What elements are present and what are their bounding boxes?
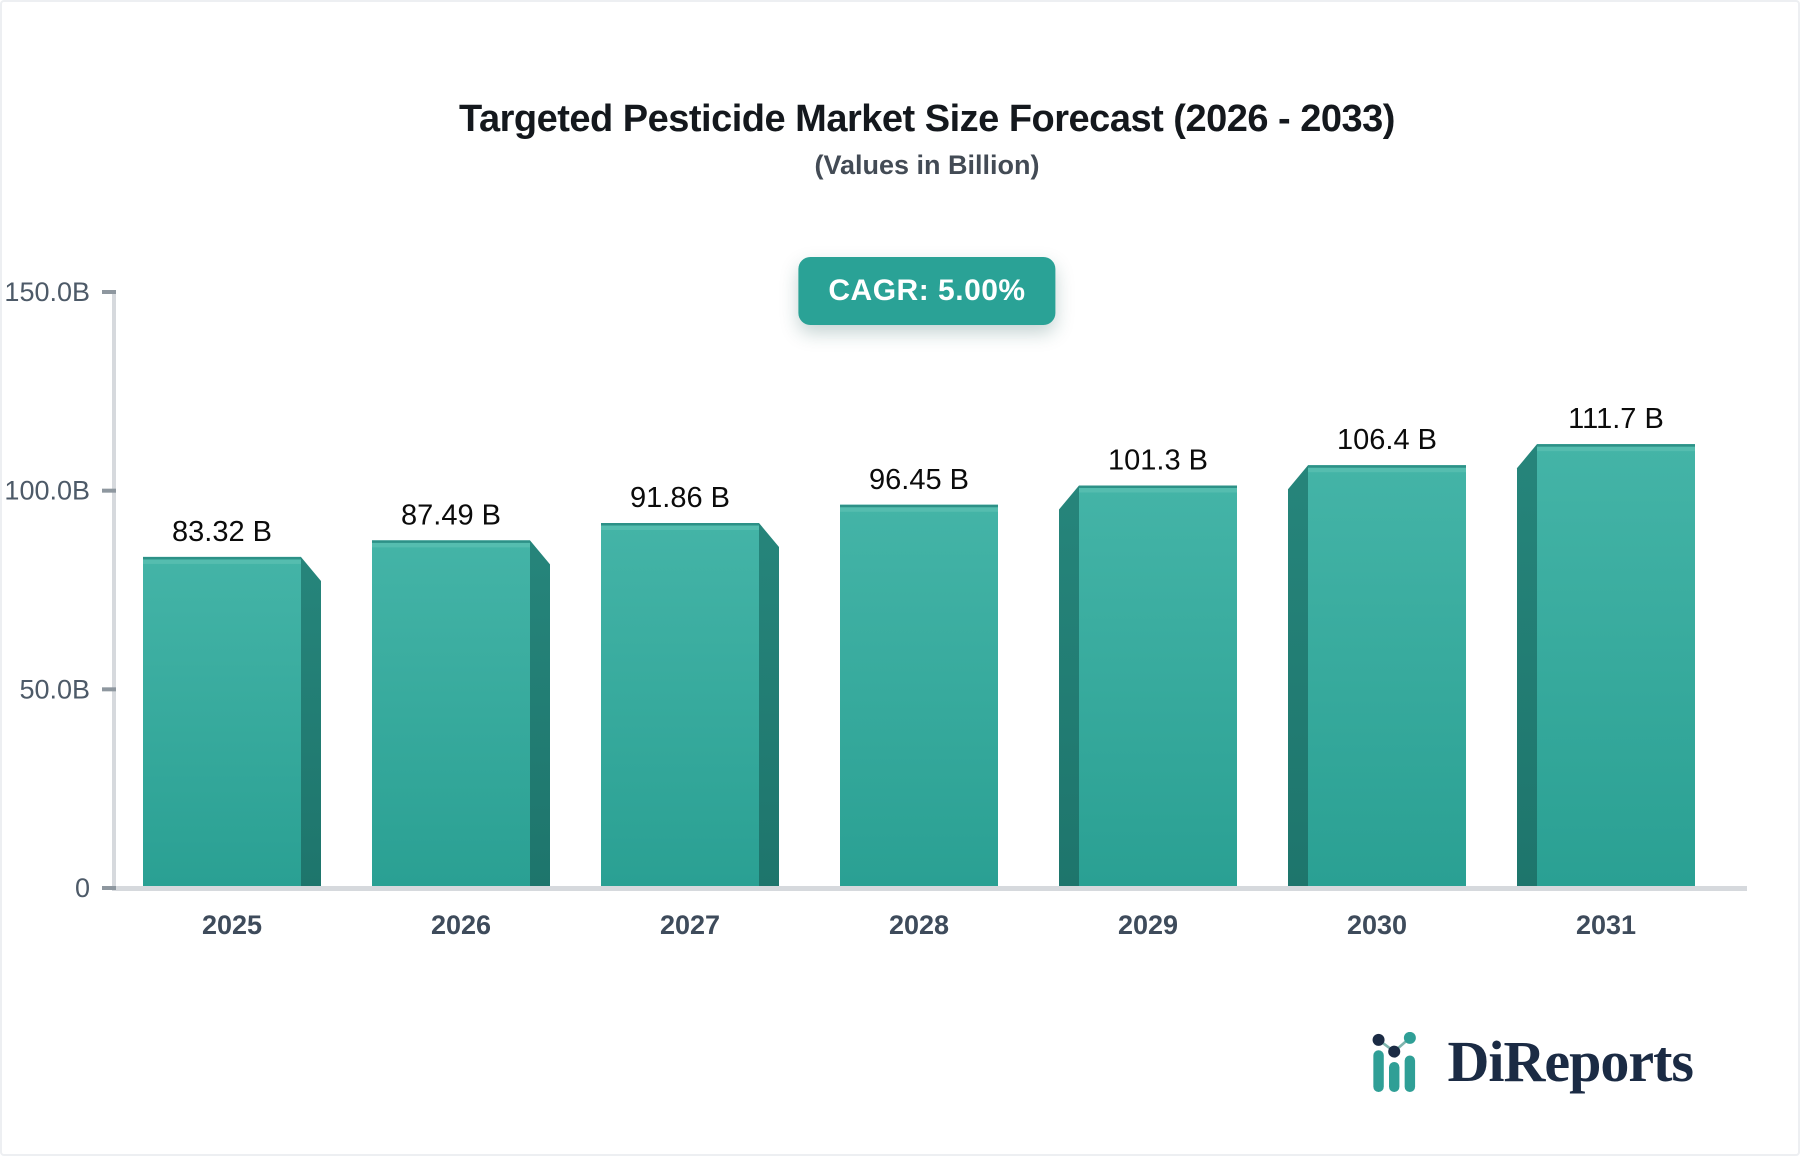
bar-top-cap [1308, 465, 1466, 473]
bar-top-cap [601, 523, 759, 531]
bar-front-face [143, 556, 301, 886]
bar-front-face [1079, 485, 1237, 886]
bar-value-label: 87.49 B [401, 499, 501, 531]
chart-title: Targeted Pesticide Market Size Forecast … [459, 98, 1395, 140]
bar-top-cap [1079, 485, 1237, 493]
bar-top-edge [372, 540, 530, 543]
y-tick [102, 687, 116, 692]
y-axis-label: 150.0B [4, 277, 90, 307]
bar-front-face [1537, 444, 1695, 886]
bar-top-edge [1079, 485, 1237, 489]
x-axis-label: 2031 [1576, 910, 1636, 940]
bar-top-cap [372, 540, 530, 548]
y-tick [102, 290, 116, 294]
x-axis-line [112, 886, 1747, 891]
bar-side-face [1288, 465, 1308, 886]
bar-2028 [840, 504, 998, 886]
bar-front-face [372, 540, 530, 886]
bar-front-face [840, 504, 998, 886]
bar-front-face [1308, 465, 1466, 886]
y-tick [102, 886, 116, 890]
x-axis-label: 2027 [660, 910, 720, 940]
bar-top-cap [1537, 444, 1695, 452]
bar-chart-logo-icon [1373, 1032, 1417, 1092]
bar-value-label: 83.32 B [172, 516, 272, 548]
bar-side-face [759, 523, 779, 886]
bar-top-edge [601, 523, 759, 526]
x-axis-label: 2028 [889, 910, 949, 940]
bar-2025 [143, 556, 321, 886]
labels: 0 50.0B 100.0B 150.0B 83.32 B 2025 87.49 B 2026… [4, 277, 1663, 940]
chart-subtitle: (Values in Billion) [814, 150, 1040, 180]
bar-side-face [1059, 485, 1079, 886]
bar-side-face [530, 540, 550, 886]
x-axis-label: 2030 [1347, 910, 1407, 940]
y-tick [102, 488, 116, 493]
bar-front-face [601, 523, 759, 886]
cagr-badge-label: CAGR: 5.00% [828, 274, 1026, 307]
logo-text: DiReports [1447, 1029, 1694, 1094]
bar-value-label: 106.4 B [1337, 424, 1437, 456]
bar-value-label: 96.45 B [869, 464, 969, 496]
bar-top-edge [840, 504, 998, 508]
y-axis-label: 0 [75, 873, 90, 903]
y-axis-line [112, 290, 116, 890]
bar-top-cap [143, 556, 301, 564]
cagr-badge: CAGR: 5.00% [798, 257, 1056, 325]
bar-side-face [301, 556, 321, 886]
bar-2027 [601, 523, 779, 886]
bar-value-label: 101.3 B [1108, 445, 1208, 477]
bar-value-label: 91.86 B [630, 482, 730, 514]
x-axis-label: 2025 [202, 910, 262, 940]
bar-top-cap [840, 504, 998, 512]
y-axis-label: 100.0B [4, 476, 90, 506]
bar-2030 [1288, 465, 1466, 886]
y-axis-label: 50.0B [19, 674, 90, 704]
direports-logo: DiReports [1371, 1029, 1694, 1094]
x-axis-label: 2026 [431, 910, 491, 940]
bar-value-label: 111.7 B [1568, 403, 1664, 435]
bar-top-edge [143, 556, 301, 560]
bars [143, 444, 1695, 886]
axes [102, 290, 1747, 891]
bar-2029 [1059, 485, 1237, 886]
bar-side-face [1517, 444, 1537, 886]
bar-top-edge [1308, 465, 1466, 468]
x-axis-label: 2029 [1118, 910, 1178, 940]
bar-top-edge [1537, 444, 1695, 447]
bar-2031 [1517, 444, 1695, 886]
bar-2026 [372, 540, 550, 886]
